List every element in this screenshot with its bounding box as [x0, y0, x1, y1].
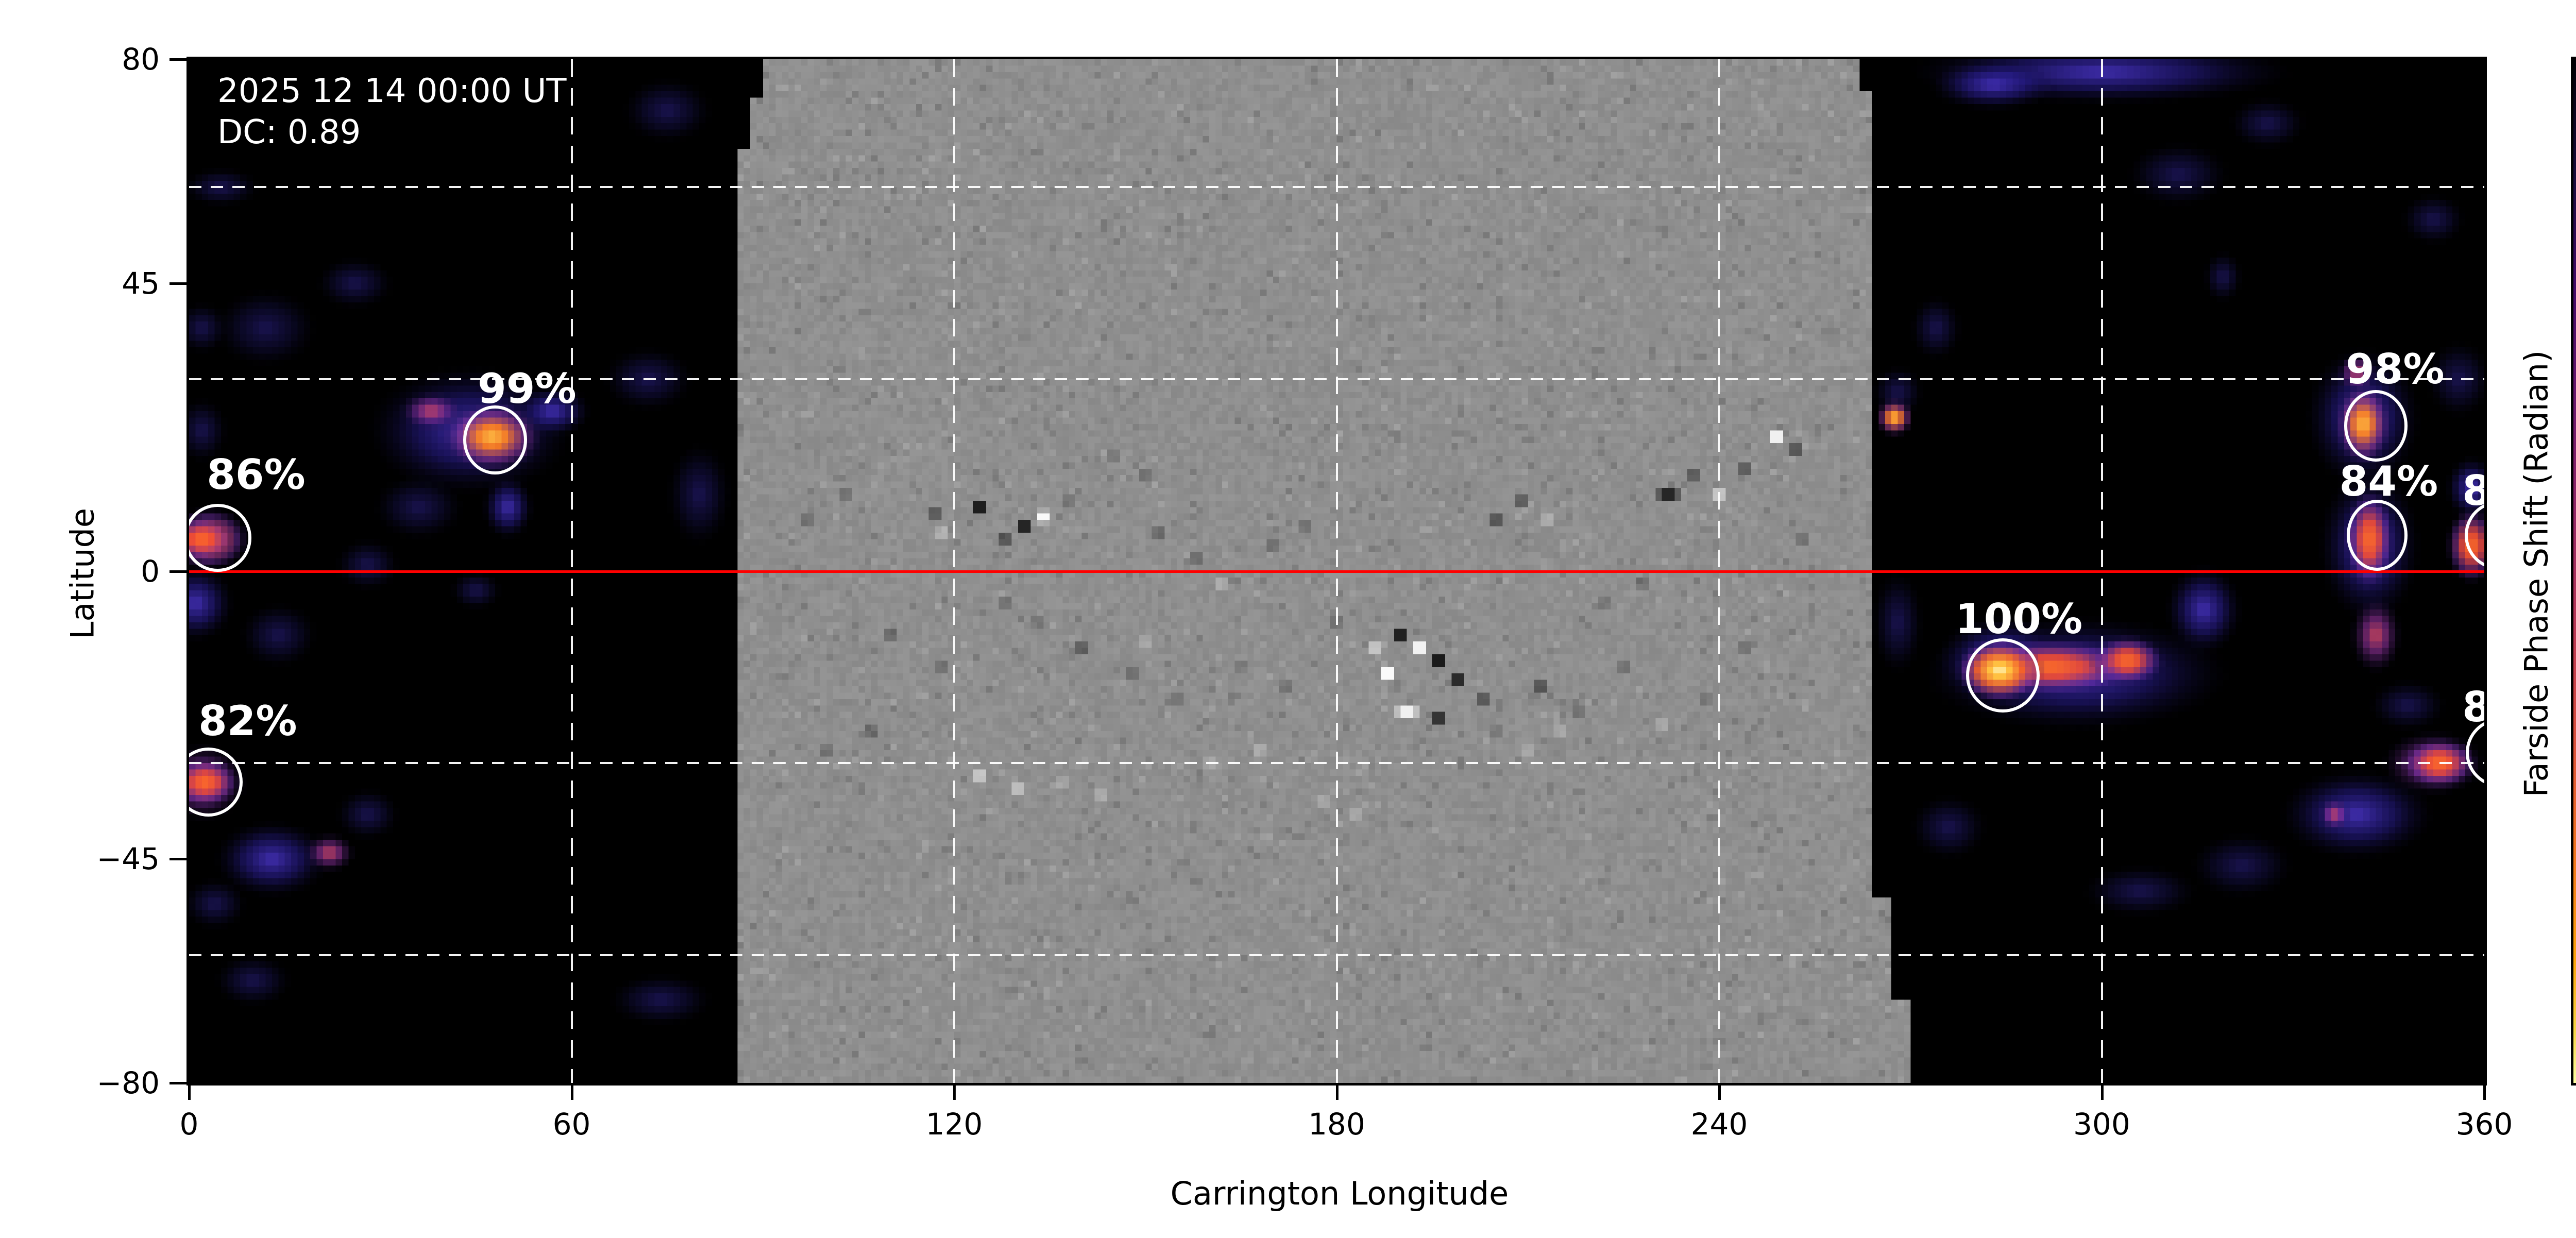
- gridline-lat--30: [189, 762, 2484, 765]
- map-plot-area: 86% 99% 82% 100% 98% 84% 8 8 2025 12 14 00:00 U…: [187, 57, 2487, 1086]
- detection-label: 100%: [1955, 595, 2083, 643]
- detection-label: 8: [2462, 467, 2484, 515]
- x-tick-label: 300: [2073, 1107, 2130, 1142]
- x-tick-mark: [2483, 1083, 2486, 1100]
- y-tick-label: 80: [122, 42, 160, 77]
- detection-circle: [463, 405, 527, 474]
- x-axis-label: Carrington Longitude: [1170, 1175, 1509, 1212]
- x-tick-label: 120: [925, 1107, 983, 1142]
- timestamp-label: 2025 12 14 00:00 UT: [217, 72, 567, 110]
- y-tick-mark: [170, 282, 187, 285]
- x-tick-mark: [953, 1083, 956, 1100]
- y-tick-mark: [170, 58, 187, 61]
- x-tick-label: 0: [179, 1107, 199, 1142]
- map-plot-clip: 86% 99% 82% 100% 98% 84% 8 8 2025 12 14 00:00 U…: [189, 59, 2484, 1083]
- y-axis-label: Latitude: [63, 507, 101, 640]
- dc-label: DC: 0.89: [217, 113, 361, 151]
- detection-label: 82%: [198, 697, 297, 745]
- y-tick-mark: [170, 1082, 187, 1084]
- map-annotation: 2025 12 14 00:00 UT DC: 0.89: [217, 71, 567, 153]
- detection-label: 8: [2462, 683, 2484, 732]
- y-tick-mark: [170, 858, 187, 861]
- gridline-lat-60: [189, 186, 2484, 189]
- x-tick-mark: [1335, 1083, 1338, 1100]
- x-tick-mark: [1718, 1083, 1721, 1100]
- detection-circle: [1966, 638, 2040, 713]
- detection-label: 86%: [207, 451, 306, 499]
- x-tick-label: 180: [1308, 1107, 1365, 1142]
- detection-circle: [189, 748, 243, 817]
- detection-circle: [2344, 390, 2408, 462]
- equator-line: [189, 570, 2484, 573]
- detection-circle: [189, 504, 252, 572]
- farside-colorbar-label: Farside Phase Shift (Radian): [2517, 350, 2555, 798]
- y-tick-mark: [170, 570, 187, 573]
- farside-colorbar: [2571, 57, 2576, 1086]
- gridline-lat--60: [189, 954, 2484, 956]
- y-tick-label: 45: [122, 265, 160, 301]
- x-tick-mark: [188, 1083, 191, 1100]
- x-tick-label: 240: [1690, 1107, 1748, 1142]
- detection-circle: [2346, 499, 2408, 571]
- y-tick-label: −45: [96, 841, 160, 877]
- y-tick-label: −80: [96, 1065, 160, 1100]
- gridline-lat-30: [189, 378, 2484, 380]
- detection-label: 99%: [478, 364, 577, 413]
- detection-label: 84%: [2339, 457, 2438, 505]
- detection-label: 98%: [2346, 345, 2445, 394]
- farside-colorbar-gradient: [2573, 59, 2576, 1083]
- x-tick-mark: [2100, 1083, 2104, 1100]
- x-tick-label: 360: [2455, 1107, 2513, 1142]
- y-tick-label: 0: [141, 553, 160, 589]
- x-tick-label: 60: [552, 1107, 591, 1142]
- x-tick-mark: [570, 1083, 573, 1100]
